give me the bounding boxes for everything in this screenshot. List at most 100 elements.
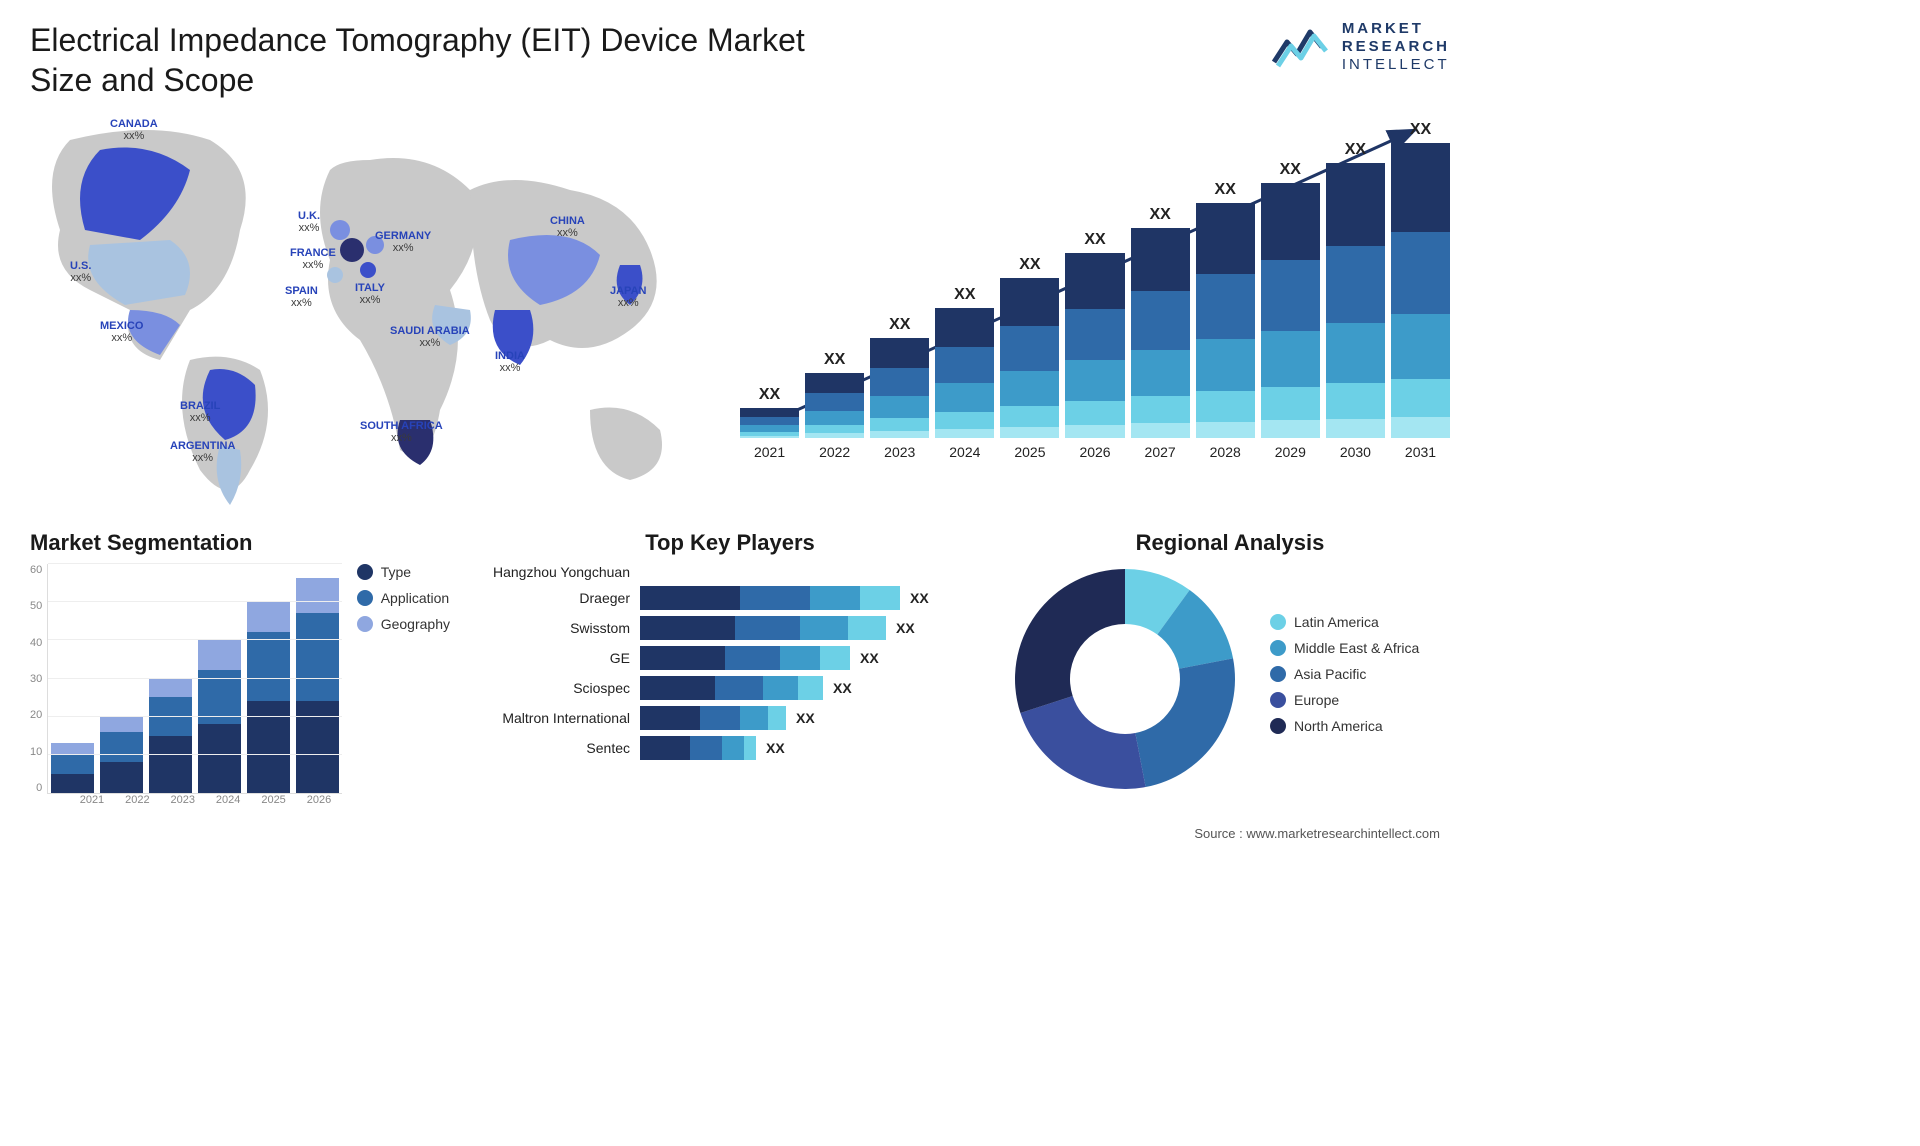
map-label-india: INDIAxx% xyxy=(495,350,525,374)
growth-value: XX xyxy=(1084,231,1105,249)
regional-donut xyxy=(1010,564,1240,794)
growth-value: XX xyxy=(824,351,845,369)
player-row: Swisstom XX xyxy=(480,616,980,640)
region-legend-item: Asia Pacific xyxy=(1270,666,1419,682)
player-name: Sciospec xyxy=(480,680,640,696)
bottom-row: Market Segmentation 6050403020100 202120… xyxy=(30,530,1450,806)
seg-bar-2025 xyxy=(247,601,290,793)
growth-value: XX xyxy=(1215,181,1236,199)
map-label-canada: CANADAxx% xyxy=(110,118,158,142)
growth-bar-2025: XX 2025 xyxy=(1000,256,1059,460)
player-value: XX xyxy=(796,710,815,726)
seg-legend-application: Application xyxy=(357,590,450,606)
growth-chart: XX2021XX2022XX2023XX2024XX2025XX2026XX20… xyxy=(740,110,1450,500)
player-row: Maltron International XX xyxy=(480,706,980,730)
growth-bar-2029: XX 2029 xyxy=(1261,161,1320,460)
logo: MARKET RESEARCH INTELLECT xyxy=(1272,20,1450,74)
region-legend-item: Latin America xyxy=(1270,614,1419,630)
seg-legend-geography: Geography xyxy=(357,616,450,632)
regional-title: Regional Analysis xyxy=(1010,530,1450,556)
growth-year-label: 2021 xyxy=(754,444,785,460)
map-label-saudiarabia: SAUDI ARABIAxx% xyxy=(390,325,470,349)
map-label-brazil: BRAZILxx% xyxy=(180,400,220,424)
segmentation-panel: Market Segmentation 6050403020100 202120… xyxy=(30,530,450,806)
growth-value: XX xyxy=(1410,121,1431,139)
donut-slice-north-america xyxy=(1015,569,1125,713)
growth-year-label: 2025 xyxy=(1014,444,1045,460)
donut-slice-asia-pacific xyxy=(1135,658,1235,787)
logo-icon xyxy=(1272,22,1332,72)
world-map xyxy=(30,110,710,510)
world-map-panel: CANADAxx%U.S.xx%MEXICOxx%BRAZILxx%ARGENT… xyxy=(30,110,710,510)
header: Electrical Impedance Tomography (EIT) De… xyxy=(30,20,1450,100)
player-value: XX xyxy=(860,650,879,666)
growth-bar-2026: XX 2026 xyxy=(1065,231,1124,460)
seg-legend-type: Type xyxy=(357,564,450,580)
map-label-china: CHINAxx% xyxy=(550,215,585,239)
top-row: CANADAxx%U.S.xx%MEXICOxx%BRAZILxx%ARGENT… xyxy=(30,110,1450,510)
growth-value: XX xyxy=(759,386,780,404)
seg-legend: Type Application Geography xyxy=(357,564,450,806)
growth-bar-2023: XX 2023 xyxy=(870,316,929,460)
growth-bar-2030: XX 2030 xyxy=(1326,141,1385,460)
growth-value: XX xyxy=(1149,206,1170,224)
map-label-argentina: ARGENTINAxx% xyxy=(170,440,235,464)
growth-year-label: 2022 xyxy=(819,444,850,460)
growth-bar-2021: XX 2021 xyxy=(740,386,799,460)
player-row: Hangzhou Yongchuan xyxy=(480,564,980,580)
region-legend-item: Middle East & Africa xyxy=(1270,640,1419,656)
player-name: Draeger xyxy=(480,590,640,606)
growth-year-label: 2029 xyxy=(1275,444,1306,460)
map-label-uk: U.K.xx% xyxy=(298,210,320,234)
player-name: GE xyxy=(480,650,640,666)
map-label-germany: GERMANYxx% xyxy=(375,230,431,254)
player-row: GE XX xyxy=(480,646,980,670)
growth-bar-2031: XX2031 xyxy=(1391,121,1450,460)
growth-bar-2022: XX 2022 xyxy=(805,351,864,460)
player-name: Sentec xyxy=(480,740,640,756)
map-label-japan: JAPANxx% xyxy=(610,285,646,309)
growth-bar-2027: XX 2027 xyxy=(1131,206,1190,460)
player-name: Maltron International xyxy=(480,710,640,726)
player-row: SciospecXX xyxy=(480,676,980,700)
region-legend-item: Europe xyxy=(1270,692,1419,708)
growth-value: XX xyxy=(889,316,910,334)
growth-year-label: 2028 xyxy=(1210,444,1241,460)
growth-bars: XX 2021 XX 2022 XX 2023 XX 2024 XX 2025 XX 2026 XX 20… xyxy=(740,130,1450,460)
seg-bars xyxy=(47,564,341,794)
players-list: Hangzhou YongchuanDraegerXXSwisstomXXGEX… xyxy=(480,564,980,760)
growth-year-label: 2030 xyxy=(1340,444,1371,460)
player-value: XX xyxy=(766,740,785,756)
seg-bar-2026 xyxy=(296,578,339,793)
regional-legend: Latin America Middle East & Africa Asia Pa… xyxy=(1270,614,1419,744)
regional-panel: Regional Analysis Latin America Middle Ea… xyxy=(1010,530,1450,806)
growth-year-label: 2027 xyxy=(1145,444,1176,460)
growth-year-label: 2024 xyxy=(949,444,980,460)
growth-value: XX xyxy=(954,286,975,304)
growth-bar-2024: XX 2024 xyxy=(935,286,994,460)
source-text: Source : www.marketresearchintellect.com xyxy=(30,826,1450,841)
player-name: Hangzhou Yongchuan xyxy=(480,564,640,580)
player-row: Sentec XX xyxy=(480,736,980,760)
seg-y-axis: 6050403020100 xyxy=(30,564,47,794)
growth-year-label: 2023 xyxy=(884,444,915,460)
region-legend-item: North America xyxy=(1270,718,1419,734)
player-row: DraegerXX xyxy=(480,586,980,610)
map-label-us: U.S.xx% xyxy=(70,260,91,284)
players-panel: Top Key Players Hangzhou Yongchuan Draege… xyxy=(480,530,980,806)
growth-year-label: 2026 xyxy=(1079,444,1110,460)
page: Electrical Impedance Tomography (EIT) De… xyxy=(0,0,1480,861)
player-value: XX xyxy=(896,620,915,636)
seg-bar-2023 xyxy=(149,678,192,793)
map-label-southafrica: SOUTH AFRICAxx% xyxy=(360,420,443,444)
seg-x-labels: 202120222023202420252026 xyxy=(69,794,341,806)
players-title: Top Key Players xyxy=(480,530,980,556)
segmentation-chart: 6050403020100 202120222023202420252026 T… xyxy=(30,564,450,806)
player-name: Swisstom xyxy=(480,620,640,636)
growth-value: XX xyxy=(1280,161,1301,179)
growth-value: XX xyxy=(1019,256,1040,274)
regional-content: Latin America Middle East & Africa Asia Pa… xyxy=(1010,564,1450,794)
segmentation-title: Market Segmentation xyxy=(30,530,450,556)
growth-value: XX xyxy=(1345,141,1366,159)
growth-bar-2028: XX 2028 xyxy=(1196,181,1255,460)
